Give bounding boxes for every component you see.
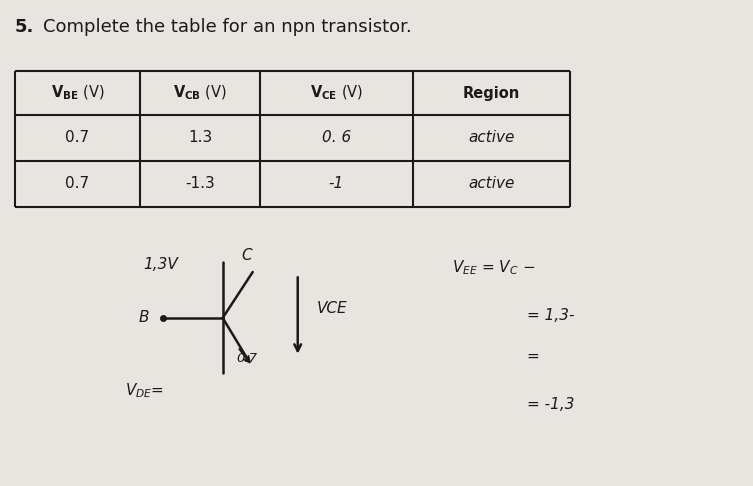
Text: 1.3: 1.3: [188, 130, 212, 145]
Text: $V_{DE}$=: $V_{DE}$=: [125, 381, 164, 399]
Text: $\mathbf{V_{BE}}$ (V): $\mathbf{V_{BE}}$ (V): [50, 84, 104, 103]
Text: C: C: [242, 247, 252, 262]
Text: Complete the table for an npn transistor.: Complete the table for an npn transistor…: [43, 18, 411, 36]
Text: -1: -1: [329, 176, 344, 191]
Text: =: =: [526, 349, 539, 364]
Text: 0. 6: 0. 6: [322, 130, 351, 145]
Text: B: B: [139, 311, 149, 326]
Text: 0.7: 0.7: [236, 352, 258, 365]
Text: VCE: VCE: [316, 301, 347, 316]
Text: -1.3: -1.3: [185, 176, 215, 191]
Text: $\mathbf{V_{CB}}$ (V): $\mathbf{V_{CB}}$ (V): [173, 84, 227, 103]
Text: $\mathbf{V_{CE}}$ (V): $\mathbf{V_{CE}}$ (V): [309, 84, 363, 103]
Text: active: active: [468, 176, 514, 191]
Text: 1,3V: 1,3V: [143, 257, 178, 272]
Text: 0.7: 0.7: [66, 130, 90, 145]
Text: = 1,3-: = 1,3-: [526, 308, 574, 323]
Text: 5.: 5.: [15, 18, 35, 36]
Text: 0.7: 0.7: [66, 176, 90, 191]
Text: = -1,3: = -1,3: [526, 398, 574, 413]
Text: Region: Region: [462, 86, 520, 101]
Text: $V_{EE}$ = $V_C$ $-$: $V_{EE}$ = $V_C$ $-$: [452, 258, 535, 277]
Text: active: active: [468, 130, 514, 145]
